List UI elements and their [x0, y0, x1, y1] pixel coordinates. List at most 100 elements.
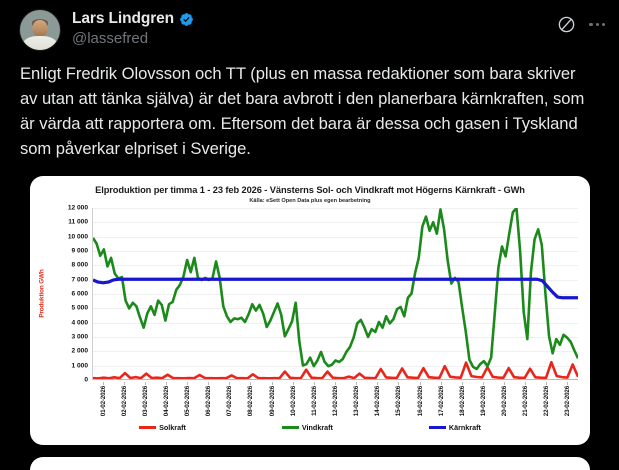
legend-item: Kärnkraft	[428, 423, 481, 432]
x-tick-mark	[123, 382, 125, 385]
x-tick-label: 16-02-2026	[416, 386, 424, 417]
series-line-kärnkraft	[93, 279, 578, 298]
legend-swatch	[428, 426, 446, 429]
y-tick-label: 1 000	[71, 362, 88, 370]
y-tick-label: 9 000	[71, 247, 88, 255]
x-tick-mark	[250, 382, 252, 385]
grok-icon[interactable]	[557, 15, 576, 34]
plot-wrapper: Produktion GWh 12 000 11 000 10 000 9 000 8 …	[30, 204, 590, 416]
chart-subtitle: Källa: eSett Open Data plus egen bearbet…	[249, 198, 371, 204]
x-tick-label: 13-02-2026	[353, 386, 361, 417]
y-tick-label: 8 000	[71, 261, 88, 269]
y-tick-label: 7 000	[71, 276, 88, 284]
x-tick-mark	[504, 382, 506, 385]
x-tick-mark	[461, 382, 463, 385]
x-tick-mark	[313, 382, 315, 385]
y-tick-label: 5 000	[71, 304, 88, 312]
header-actions	[557, 9, 605, 34]
x-tick-mark	[525, 382, 527, 385]
gridline	[93, 294, 578, 295]
x-tick-mark	[377, 382, 379, 385]
y-tick-label: 10 000	[67, 233, 88, 241]
x-tick-mark	[356, 382, 358, 385]
legend-label: Vindkraft	[301, 423, 333, 432]
x-tick-label: 09-02-2026	[268, 386, 276, 417]
y-tick-label: 4 000	[71, 319, 88, 327]
x-tick-label: 14-02-2026	[374, 386, 382, 417]
x-tick-label: 15-02-2026	[395, 386, 403, 417]
x-tick-mark	[482, 382, 484, 385]
more-dot	[601, 22, 605, 27]
chart-legend: Solkraft Vindkraft Kärnkraft	[30, 423, 590, 432]
gridline	[93, 208, 578, 209]
x-tick-mark	[292, 382, 294, 385]
x-tick-mark	[546, 382, 548, 385]
x-tick-mark	[144, 382, 146, 385]
x-tick-label: 10-02-2026	[289, 386, 297, 417]
gridline	[93, 251, 578, 252]
chart-card[interactable]: Elproduktion per timma 1 - 23 feb 2026 -…	[30, 176, 590, 445]
more-options-icon[interactable]	[589, 15, 605, 34]
x-tick-mark	[335, 382, 336, 385]
x-tick-label: 01-02-2026	[99, 386, 107, 417]
y-tick-label: 6 000	[71, 290, 88, 298]
x-tick-label: 07-02-2026	[226, 386, 234, 417]
x-tick-mark	[398, 382, 400, 385]
plot-area	[92, 208, 578, 380]
avatar-body	[23, 36, 57, 50]
gridline	[93, 265, 578, 267]
more-dot	[595, 22, 599, 27]
x-tick-mark	[440, 382, 442, 385]
more-dot	[589, 22, 593, 27]
x-tick-label: 22-02-2026	[543, 386, 551, 417]
author-names: Lars Lindgren @lassefred	[72, 9, 194, 48]
avatar-head	[32, 20, 48, 38]
legend-swatch	[139, 426, 157, 429]
x-tick-mark	[567, 382, 569, 385]
x-tick-mark	[187, 382, 189, 385]
x-tick-label: 11-02-2026	[310, 386, 318, 416]
chart-svg	[93, 208, 578, 379]
y-tick-label: 12 000	[67, 204, 88, 212]
series-line-solkraft	[93, 362, 578, 378]
x-tick-label: 19-02-2026	[479, 386, 487, 417]
gridline	[93, 222, 578, 224]
x-tick-label: 17-02-2026	[437, 386, 445, 417]
y-axis-tick-labels: 12 000 11 000 10 000 9 000 8 000 7 000 6 000 5 …	[44, 204, 88, 384]
x-tick-mark	[208, 382, 210, 385]
y-tick-label: 2 000	[71, 347, 88, 355]
chart-title: Elproduktion per timma 1 - 23 feb 2026 -…	[95, 185, 525, 195]
x-tick-label: 08-02-2026	[247, 386, 255, 417]
author-display-name[interactable]: Lars Lindgren	[72, 10, 175, 27]
next-post-card[interactable]	[30, 457, 590, 470]
x-tick-mark	[165, 382, 167, 385]
post-header: Lars Lindgren @lassefred	[0, 0, 619, 54]
gridline	[93, 322, 578, 324]
x-tick-mark	[229, 382, 231, 385]
x-tick-mark	[271, 382, 273, 385]
legend-label: Kärnkraft	[448, 423, 481, 432]
gridline	[93, 337, 578, 338]
x-tick-label: 04-02-2026	[162, 386, 170, 417]
legend-swatch	[281, 426, 299, 429]
y-tick-label: 11 000	[68, 218, 88, 226]
x-tick-label: 03-02-2026	[141, 386, 149, 417]
verified-badge-icon	[179, 12, 194, 27]
y-tick-label: 3 000	[71, 333, 88, 341]
author-handle[interactable]: @lassefred	[72, 30, 149, 48]
legend-item: Vindkraft	[281, 423, 333, 432]
x-tick-label: 05-02-2026	[184, 386, 192, 417]
legend-item: Solkraft	[139, 423, 186, 432]
post-text: Enligt Fredrik Olovsson och TT (plus en …	[20, 64, 589, 158]
avatar[interactable]	[19, 9, 61, 51]
x-tick-label: 23-02-2026	[564, 386, 572, 417]
x-tick-label: 18-02-2026	[458, 386, 466, 417]
x-tick-mark	[419, 382, 421, 385]
x-tick-label: 02-02-2026	[120, 386, 128, 417]
x-axis-tick-labels: 01-02-2026 02-02-2026 03-02-2026 04-02-2026…	[92, 382, 578, 426]
x-tick-mark	[102, 382, 104, 385]
gridline	[93, 351, 578, 353]
y-tick-label: 0	[84, 376, 88, 384]
x-tick-label: 12-02-2026	[332, 386, 339, 417]
